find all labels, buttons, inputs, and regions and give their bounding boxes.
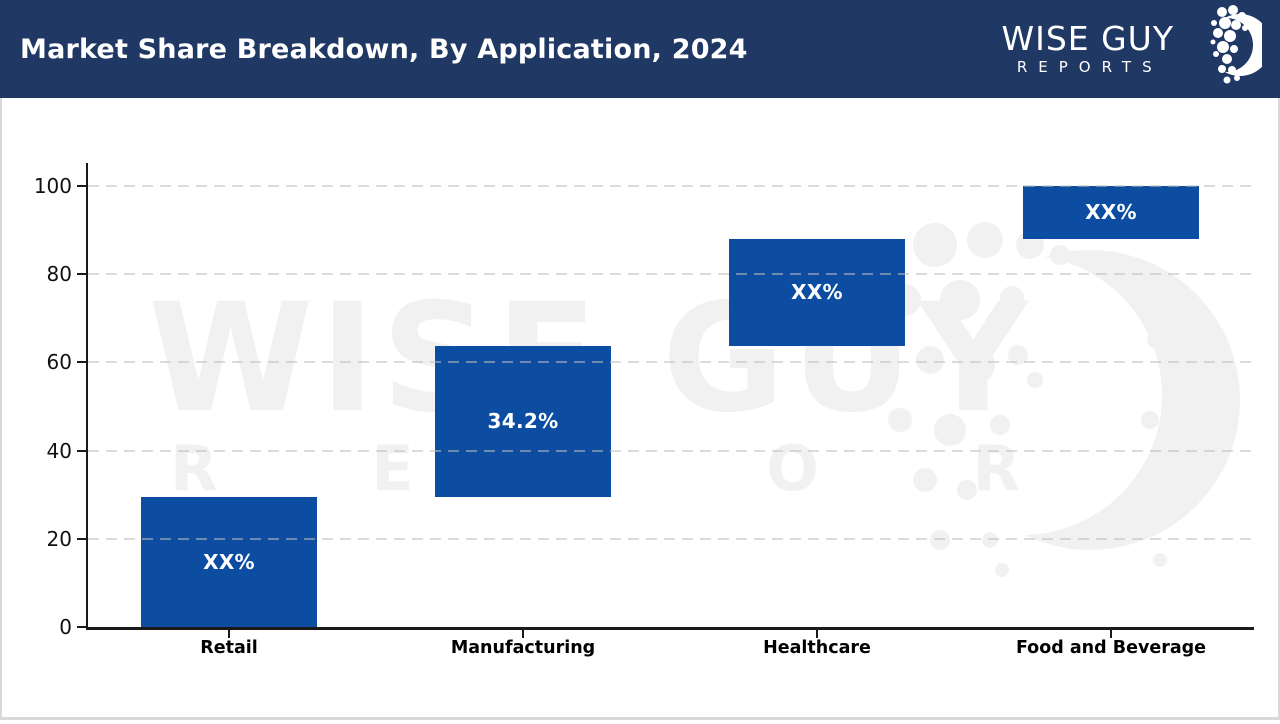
x-category-label-food-and-beverage: Food and Beverage bbox=[1015, 638, 1207, 658]
x-axis-tick bbox=[522, 630, 524, 638]
watermark-subtitle: R E P O R T S bbox=[170, 432, 1280, 505]
gridline-100 bbox=[88, 185, 1253, 187]
header-bar: Market Share Breakdown, By Application, … bbox=[0, 0, 1280, 98]
x-axis-tick bbox=[1110, 630, 1112, 638]
gridline-40 bbox=[88, 449, 1253, 452]
page-title: Market Share Breakdown, By Application, … bbox=[20, 33, 748, 65]
y-axis-tick bbox=[77, 626, 86, 628]
y-axis-tick bbox=[77, 361, 86, 364]
page-border-left bbox=[0, 98, 2, 720]
x-axis-tick bbox=[816, 630, 818, 638]
bar-manufacturing: 34.2% bbox=[435, 346, 611, 497]
gridline-20 bbox=[88, 537, 1253, 540]
wiseguy-head-icon bbox=[1178, 2, 1271, 96]
y-axis-tick-label: 0 bbox=[59, 615, 72, 639]
gridline-80 bbox=[88, 273, 1253, 276]
bar-healthcare: XX% bbox=[729, 238, 905, 347]
bar-food-and-beverage: XX% bbox=[1023, 186, 1199, 239]
bar-value-label: XX% bbox=[791, 280, 843, 305]
y-axis-tick-label: 100 bbox=[33, 174, 72, 198]
y-axis-tick-label: 80 bbox=[46, 262, 72, 287]
logo-wordmark: WISE GUY bbox=[1001, 18, 1174, 58]
chart-area: WISE GUY R E P O R T S 020406080100XX%34… bbox=[0, 98, 1280, 720]
x-category-label-healthcare: Healthcare bbox=[763, 638, 871, 658]
page-border-bottom bbox=[0, 717, 1280, 720]
y-axis-tick bbox=[77, 537, 86, 540]
logo-subtitle: REPORTS bbox=[1016, 58, 1163, 77]
wiseguy-logo-text: WISE GUY REPORTS bbox=[1001, 18, 1174, 77]
page-border-right bbox=[1278, 98, 1280, 720]
y-axis-tick bbox=[77, 273, 86, 276]
y-axis-tick-label: 20 bbox=[46, 526, 72, 551]
bar-retail: XX% bbox=[141, 496, 317, 627]
gridline-60 bbox=[88, 361, 1253, 364]
bar-value-label: XX% bbox=[203, 549, 255, 574]
watermark-head-icon bbox=[0, 98, 1280, 724]
bar-value-label: XX% bbox=[1085, 200, 1137, 225]
x-axis-tick bbox=[228, 630, 230, 638]
y-axis-tick bbox=[77, 449, 86, 452]
bar-value-label: 34.2% bbox=[487, 409, 559, 434]
y-axis-line bbox=[86, 163, 88, 629]
x-category-label-retail: Retail bbox=[200, 638, 258, 658]
y-axis-tick-label: 60 bbox=[46, 350, 72, 375]
x-category-label-manufacturing: Manufacturing bbox=[450, 638, 596, 658]
x-axis-line bbox=[86, 627, 1254, 630]
y-axis-tick-label: 40 bbox=[46, 438, 72, 463]
wiseguy-logo: WISE GUY REPORTS bbox=[1001, 2, 1271, 96]
y-axis-tick bbox=[77, 185, 86, 187]
